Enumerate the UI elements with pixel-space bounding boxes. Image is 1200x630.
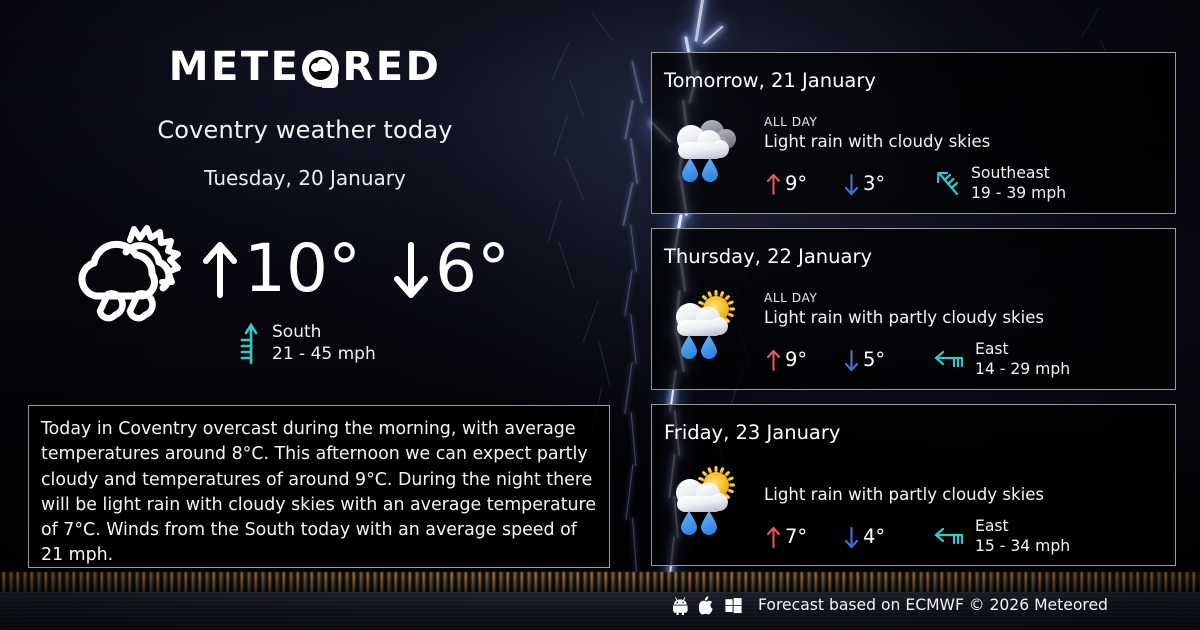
android-icon[interactable] [668,594,694,616]
forecast-wind-direction: East [975,517,1009,535]
footer: Forecast based on ECMWF © 2026 Meteored [668,594,1108,616]
forecast-wind-speed: 15 - 34 mph [975,536,1071,555]
wind-barb-north-icon [240,322,258,365]
forecast-condition: Light rain with partly cloudy skies [764,308,1045,327]
windows-icon[interactable] [720,594,746,616]
forecast-min-value: 3° [863,172,886,196]
meteored-logo[interactable]: METE RED [0,44,610,90]
arrow-down-icon [844,349,859,372]
forecast-date: Friday, 23 January [664,421,841,444]
forecast-min-temperature: 3° [842,172,934,196]
wind-barb-west-icon [934,527,964,545]
today-max-value: 10° [244,230,361,307]
forecast-condition: Light rain with cloudy skies [764,132,991,151]
forecast-min-temperature: 5° [842,348,934,372]
city-skyline-lights [0,572,1200,594]
forecast-min-temperature: 4° [842,525,934,549]
forecast-min-value: 4° [863,525,886,549]
today-description-text: Today in Coventry overcast during the mo… [41,419,597,566]
cloud-rain-icon [668,113,744,183]
forecast-max-value: 9° [785,172,808,196]
forecast-body: ALL DAY Light rain with cloudy skies 9° [764,115,1165,204]
forecast-panel-thursday[interactable]: Thursday, 22 January [651,228,1176,390]
forecast-period-label: ALL DAY [764,115,818,129]
forecast-body: ALL DAY Light rain with partly cloudy sk… [764,291,1165,380]
arrow-up-icon [766,526,781,549]
sun-behind-cloud-rain-outline-icon [62,214,192,324]
arrow-up-icon [766,173,781,196]
forecast-wind: Southeast 19 - 39 mph [934,164,1066,204]
today-min-value: 6° [434,230,510,307]
forecast-credit: Forecast based on ECMWF © 2026 Meteored [758,596,1108,614]
forecast-max-temperature: 7° [764,525,842,549]
forecast-wind-speed: 14 - 29 mph [975,359,1071,378]
forecast-wind: East 15 - 34 mph [934,517,1070,557]
forecast-wind-direction: Southeast [971,164,1050,182]
forecast-period-label: ALL DAY [764,291,818,305]
today-wind: South 21 - 45 mph [238,321,376,365]
arrow-down-icon [844,173,859,196]
forecast-body: Light rain with partly cloudy skies 7° [764,467,1165,557]
wind-barb-northeast-icon [936,171,959,196]
today-temperatures: 10° 6° [198,236,510,302]
forecast-panel-friday[interactable]: Friday, 23 January [651,404,1176,566]
arrow-down-icon [393,242,428,298]
today-max-temperature: 10° [198,236,361,302]
page-title: Coventry weather today [157,116,453,144]
forecast-max-temperature: 9° [764,172,842,196]
today-wind-speed: 21 - 45 mph [272,344,376,365]
forecast-panel-tomorrow[interactable]: Tomorrow, 21 January [651,52,1176,214]
forecast-condition: Light rain with partly cloudy skies [764,485,1045,504]
forecast-wind: East 14 - 29 mph [934,340,1070,380]
forecast-wind-direction: East [975,340,1009,358]
forecast-min-value: 5° [863,348,886,372]
today-description-box: Today in Coventry overcast during the mo… [28,405,610,568]
today-summary-row: 10° 6° [62,214,602,324]
sun-behind-cloud-rain-icon [668,465,744,535]
logo-text-right: RED [342,44,442,90]
arrow-up-icon [203,242,237,298]
today-min-temperature: 6° [389,236,510,302]
forecast-wind-speed: 19 - 39 mph [971,183,1067,202]
sun-behind-cloud-rain-icon [668,289,744,359]
forecast-date: Tomorrow, 21 January [664,69,876,92]
arrow-down-icon [844,526,859,549]
cloud-in-circle-icon [301,47,341,88]
today-date: Tuesday, 20 January [204,166,406,190]
arrow-up-icon [766,349,781,372]
logo-text-left: METE [168,44,301,90]
forecast-date: Thursday, 22 January [664,245,873,268]
forecast-max-value: 9° [785,348,808,372]
today-wind-direction: South [272,322,322,342]
apple-icon[interactable] [694,594,720,616]
wind-barb-west-icon [934,350,964,368]
forecast-max-value: 7° [785,525,808,549]
forecast-max-temperature: 9° [764,348,842,372]
